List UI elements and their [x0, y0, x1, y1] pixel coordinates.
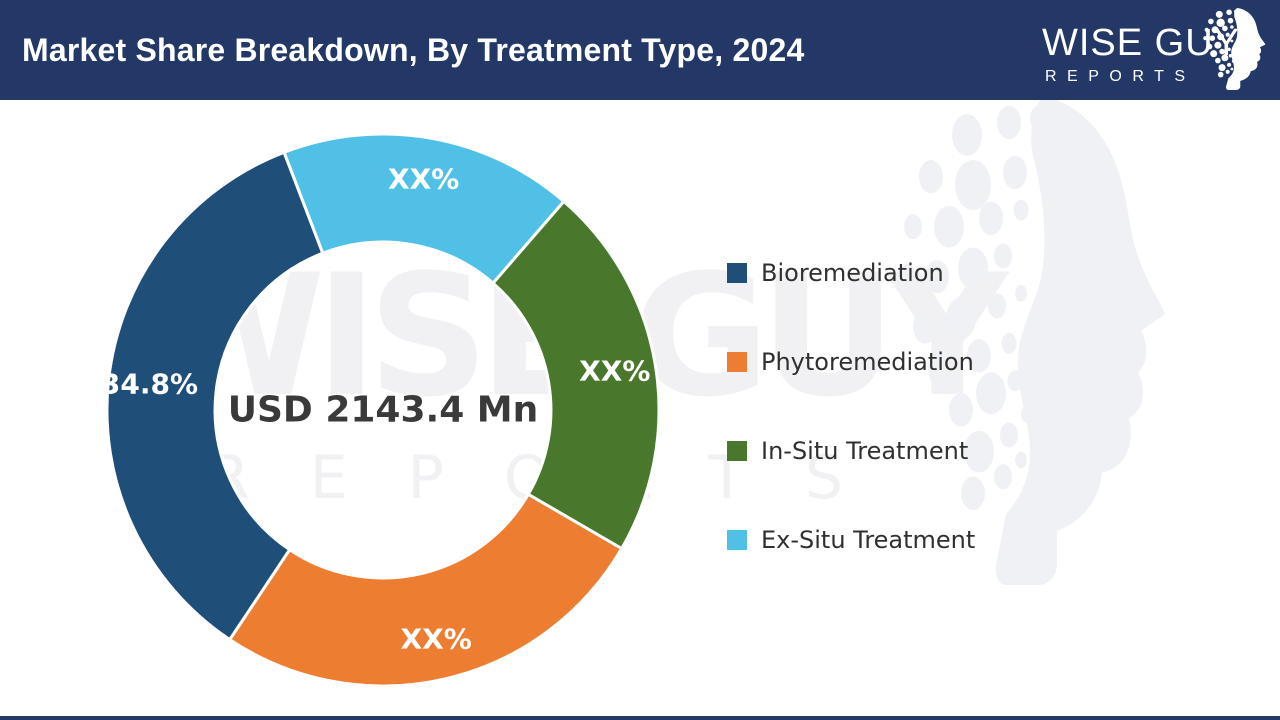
- legend-item-phytoremediation: Phytoremediation: [727, 348, 975, 376]
- donut-segment-3: [282, 132, 566, 286]
- bottom-accent-bar: [0, 716, 1280, 720]
- logo-sub-text: REPORTS: [1045, 68, 1196, 85]
- legend-swatch-in-situ: [727, 441, 747, 461]
- wise-guy-reports-logo: WISE GUY REPORTS: [1042, 8, 1266, 90]
- slice-label-ex-situ: XX%: [388, 162, 460, 196]
- logo-brand-text: WISE GUY: [1042, 22, 1240, 64]
- header-bar: Market Share Breakdown, By Treatment Typ…: [0, 0, 1280, 100]
- legend-swatch-phytoremediation: [727, 352, 747, 372]
- slice-label-bioremediation: 34.8%: [100, 367, 199, 401]
- donut-segment-2: [490, 199, 661, 551]
- legend-label-phytoremediation: Phytoremediation: [761, 348, 974, 376]
- donut-segment-1: [227, 492, 624, 688]
- legend-swatch-bioremediation: [727, 263, 747, 283]
- chart-legend: Bioremediation Phytoremediation In-Situ …: [727, 259, 976, 618]
- slice-label-phytoremediation: XX%: [400, 622, 472, 656]
- legend-label-ex-situ: Ex-Situ Treatment: [761, 526, 976, 554]
- legend-label-in-situ: In-Situ Treatment: [761, 437, 969, 465]
- legend-label-bioremediation: Bioremediation: [761, 259, 944, 287]
- page-title: Market Share Breakdown, By Treatment Typ…: [22, 31, 805, 68]
- legend-item-ex-situ: Ex-Situ Treatment: [727, 526, 976, 554]
- legend-swatch-ex-situ: [727, 530, 747, 550]
- donut-segment-0: [105, 150, 325, 642]
- legend-item-bioremediation: Bioremediation: [727, 259, 975, 287]
- donut-center-value: USD 2143.4 Mn: [227, 389, 539, 431]
- legend-item-in-situ: In-Situ Treatment: [727, 437, 975, 465]
- slice-label-in-situ: XX%: [579, 354, 651, 388]
